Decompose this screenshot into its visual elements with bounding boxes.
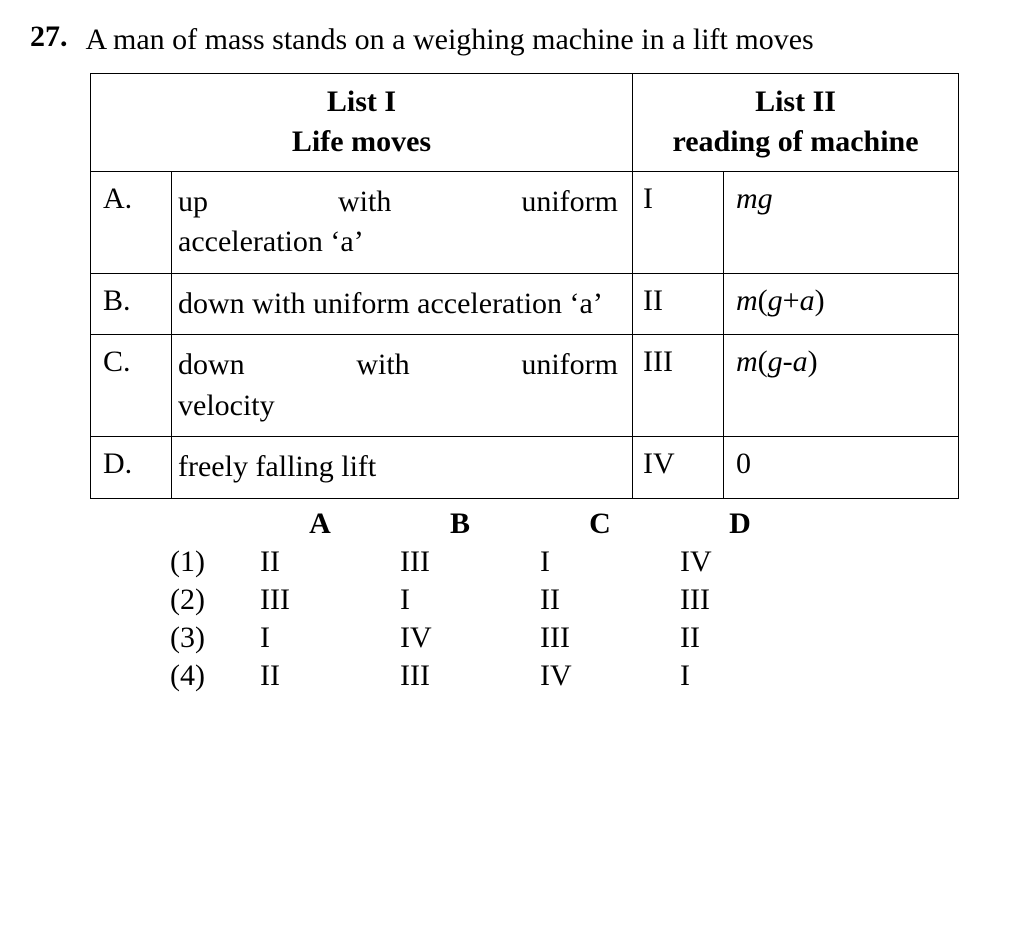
row-label: A. — [91, 171, 172, 273]
question-stem: A man of mass stands on a weighing machi… — [86, 20, 814, 61]
desc-word: up — [178, 182, 208, 223]
option-cell: II — [250, 543, 390, 581]
option-cell: I — [670, 657, 810, 695]
desc-line2: acceleration ‘a’ — [178, 222, 618, 263]
option-cell: IV — [530, 657, 670, 695]
option-label: (3) — [160, 619, 250, 657]
option-label: (2) — [160, 581, 250, 619]
option-cell: III — [670, 581, 810, 619]
option-cell: I — [390, 581, 530, 619]
row-value: mg — [724, 171, 959, 273]
options-col-header: D — [670, 505, 810, 543]
row-desc: freely falling lift — [172, 437, 633, 499]
options-col-header: C — [530, 505, 670, 543]
option-cell: III — [390, 543, 530, 581]
options-col-header: B — [390, 505, 530, 543]
option-cell: IV — [670, 543, 810, 581]
option-cell: III — [390, 657, 530, 695]
question-block: 27. A man of mass stands on a weighing m… — [30, 20, 974, 61]
options-blank-header — [160, 505, 250, 543]
desc-line1: up with uniform — [178, 182, 618, 223]
table-header-row: List I Life moves List II reading of mac… — [91, 73, 959, 171]
row-value: m(g+a) — [724, 273, 959, 335]
options-table: A B C D (1) II III I IV (2) III I II III… — [160, 505, 810, 695]
option-cell: I — [530, 543, 670, 581]
match-table: List I Life moves List II reading of mac… — [90, 73, 959, 499]
option-cell: II — [250, 657, 390, 695]
desc-word: down — [178, 345, 245, 386]
row-label: C. — [91, 335, 172, 437]
row-value: m(g-a) — [724, 335, 959, 437]
option-label: (4) — [160, 657, 250, 695]
row-index: I — [633, 171, 724, 273]
option-label: (1) — [160, 543, 250, 581]
row-desc: down with uniform velocity — [172, 335, 633, 437]
option-cell: IV — [390, 619, 530, 657]
option-cell: III — [530, 619, 670, 657]
row-desc: down with uniform acceleration ‘a’ — [172, 273, 633, 335]
option-cell: II — [530, 581, 670, 619]
row-value: 0 — [724, 437, 959, 499]
option-row[interactable]: (1) II III I IV — [160, 543, 810, 581]
desc-word: with — [338, 182, 391, 223]
option-row[interactable]: (3) I IV III II — [160, 619, 810, 657]
desc-word: uniform — [521, 182, 618, 223]
table-row: A. up with uniform acceleration ‘a’ I mg — [91, 171, 959, 273]
desc-line2: velocity — [178, 386, 618, 427]
option-row[interactable]: (4) II III IV I — [160, 657, 810, 695]
list1-title: List I — [101, 82, 622, 123]
options-header-row: A B C D — [160, 505, 810, 543]
table-row: B. down with uniform acceleration ‘a’ II… — [91, 273, 959, 335]
question-page: 27. A man of mass stands on a weighing m… — [0, 0, 1024, 715]
list1-header: List I Life moves — [91, 73, 633, 171]
row-desc: up with uniform acceleration ‘a’ — [172, 171, 633, 273]
desc-line1: down with uniform — [178, 345, 618, 386]
row-index: IV — [633, 437, 724, 499]
table-row: C. down with uniform velocity III m(g-a) — [91, 335, 959, 437]
option-cell: III — [250, 581, 390, 619]
row-index: III — [633, 335, 724, 437]
row-index: II — [633, 273, 724, 335]
match-table-wrap: List I Life moves List II reading of mac… — [90, 73, 974, 695]
option-row[interactable]: (2) III I II III — [160, 581, 810, 619]
list2-subtitle: reading of machine — [643, 122, 948, 163]
table-row: D. freely falling lift IV 0 — [91, 437, 959, 499]
row-label: B. — [91, 273, 172, 335]
list2-title: List II — [643, 82, 948, 123]
list1-subtitle: Life moves — [101, 122, 622, 163]
list2-header: List II reading of machine — [633, 73, 959, 171]
question-number: 27. — [30, 20, 68, 54]
row-label: D. — [91, 437, 172, 499]
options-col-header: A — [250, 505, 390, 543]
option-cell: I — [250, 619, 390, 657]
option-cell: II — [670, 619, 810, 657]
desc-word: uniform — [521, 345, 618, 386]
desc-word: with — [356, 345, 409, 386]
